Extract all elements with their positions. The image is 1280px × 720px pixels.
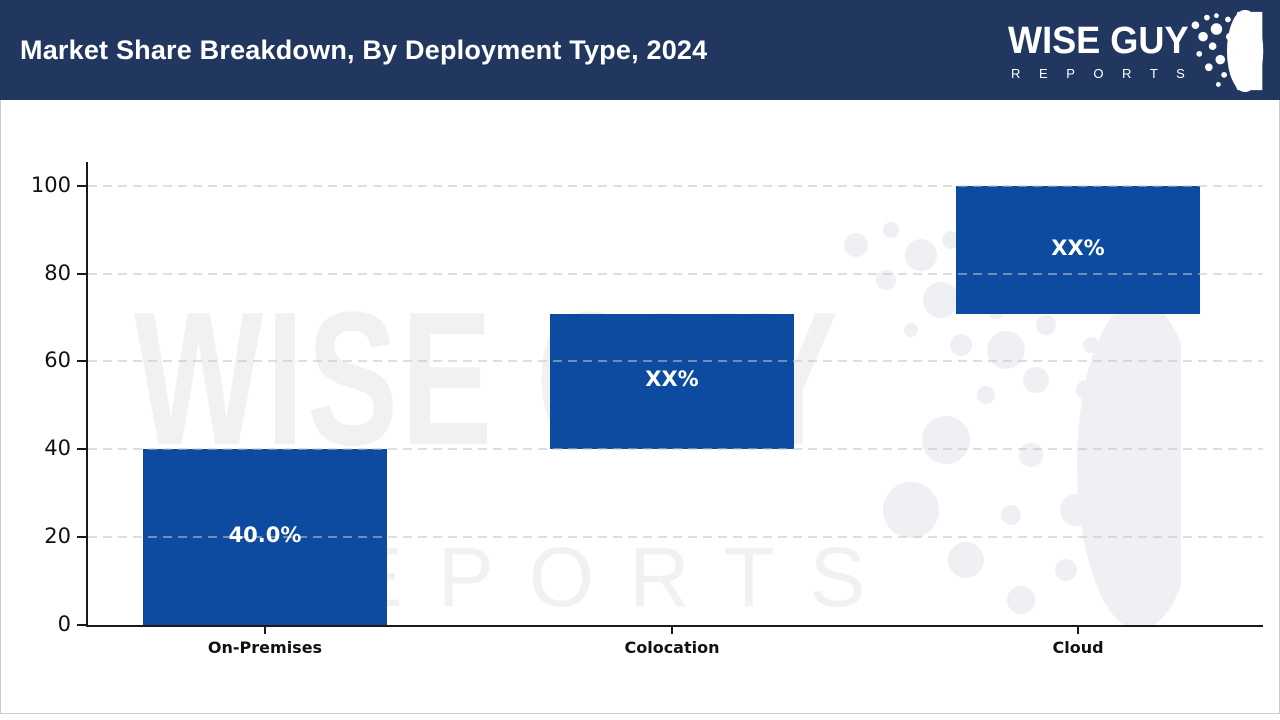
y-tick-mark-80 xyxy=(77,273,87,275)
x-tick-mark-on-premises xyxy=(264,627,266,634)
y-tick-mark-20 xyxy=(77,536,87,538)
y-tick-mark-100 xyxy=(77,185,87,187)
bar-label-on-premises: 40.0% xyxy=(228,523,302,547)
bar-label-cloud: XX% xyxy=(1051,236,1105,260)
y-tick-label-100: 100 xyxy=(30,173,71,197)
chart-area: WISE GUY REPORTS xyxy=(0,100,1280,714)
y-tick-label-80: 80 xyxy=(44,261,71,285)
wise-guy-reports-logo: WISE GUY R E P O R T S xyxy=(1008,8,1268,94)
gridline-20 xyxy=(88,536,1263,538)
header: Market Share Breakdown, By Deployment Ty… xyxy=(0,0,1280,100)
gridline-40 xyxy=(88,448,1263,450)
x-tick-mark-colocation xyxy=(671,627,673,634)
x-tick-mark-cloud xyxy=(1077,627,1079,634)
x-label-colocation: Colocation xyxy=(624,638,720,657)
bar-cloud xyxy=(956,186,1200,314)
x-label-on-premises: On-Premises xyxy=(207,638,323,657)
bar-label-colocation: XX% xyxy=(645,367,699,391)
page-title: Market Share Breakdown, By Deployment Ty… xyxy=(20,34,708,65)
logo-wordmark: WISE GUY xyxy=(1008,20,1189,62)
y-tick-label-0: 0 xyxy=(57,612,71,636)
y-tick-label-40: 40 xyxy=(44,436,71,460)
gridline-60 xyxy=(88,360,1263,362)
y-tick-mark-0 xyxy=(77,624,87,626)
gridline-80 xyxy=(88,273,1263,275)
y-tick-label-20: 20 xyxy=(44,524,71,548)
x-axis-line xyxy=(86,625,1263,627)
y-tick-mark-40 xyxy=(77,448,87,450)
gridline-100 xyxy=(88,185,1263,187)
y-tick-label-60: 60 xyxy=(44,348,71,372)
y-axis-line xyxy=(86,162,88,627)
watermark-face-icon xyxy=(844,222,1181,625)
logo-face-icon xyxy=(1191,9,1264,93)
bar-colocation xyxy=(550,314,794,449)
logo-subtext: R E P O R T S xyxy=(1011,66,1193,81)
y-tick-mark-60 xyxy=(77,360,87,362)
x-label-cloud: Cloud xyxy=(1052,638,1104,657)
